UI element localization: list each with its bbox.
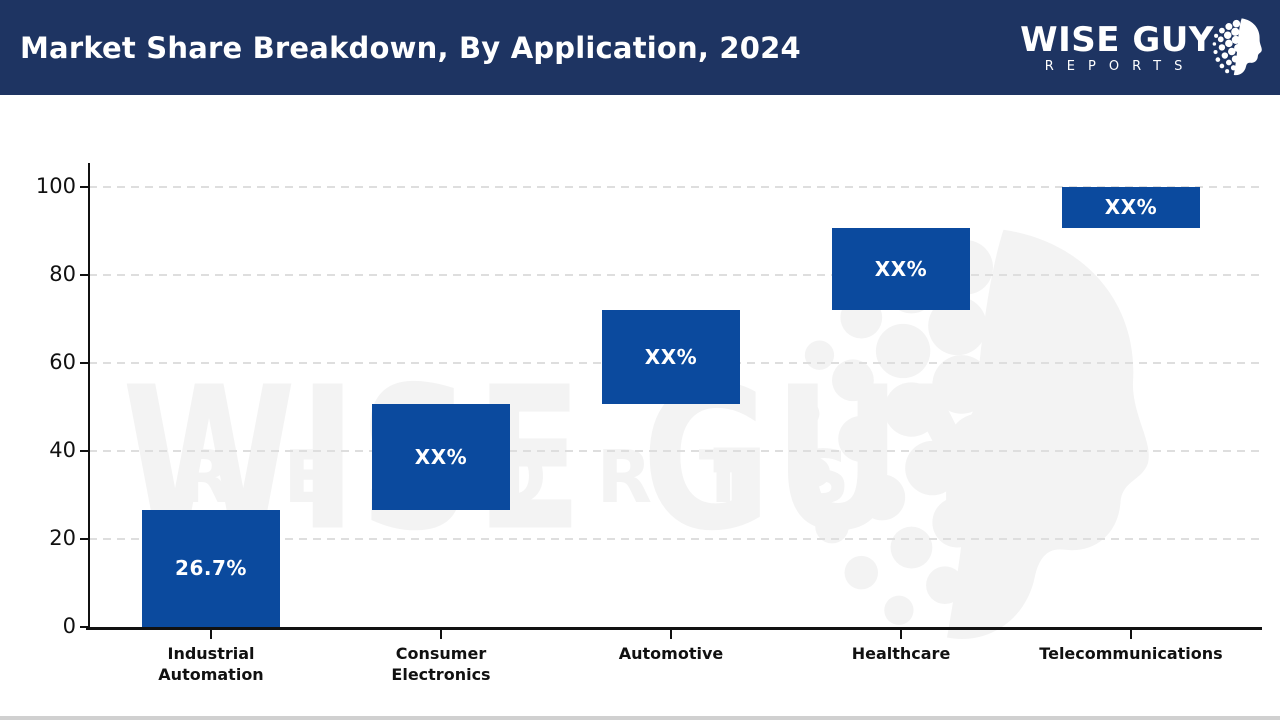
header-bar: Market Share Breakdown, By Application, … (0, 0, 1280, 95)
category-label-healthcare: Healthcare (781, 643, 1021, 664)
category-label-consumer-electronics: Consumer Electronics (321, 643, 561, 685)
chart-plot-area: WISE GUY REPORTS 26.7% XX% XX% XX% XX% 0 20 40 6… (0, 95, 1280, 716)
y-axis-line (88, 163, 90, 629)
x-tick-consumer-electronics (440, 630, 442, 639)
bar-consumer-electronics: XX% (372, 403, 510, 510)
y-tick-100 (80, 186, 88, 188)
category-label-line: Automation (158, 665, 264, 684)
y-tick-60 (80, 362, 88, 364)
logo-tagline-text: REPORTS (1044, 58, 1196, 74)
bar-automotive: XX% (602, 310, 740, 404)
category-label-automotive: Automotive (551, 643, 791, 664)
bar-value-label: XX% (1104, 195, 1158, 220)
y-tick-80 (80, 274, 88, 276)
x-tick-telecommunications (1130, 630, 1132, 639)
gridline-20 (89, 538, 1262, 540)
category-label-line: Telecommunications (1039, 644, 1223, 663)
bar-value-label: XX% (414, 444, 468, 469)
y-tick-0 (80, 626, 88, 628)
category-label-line: Automotive (618, 644, 724, 663)
wiseguy-logo: WISE GUY REPORTS (1020, 6, 1266, 90)
wiseguy-logo-head-icon (1212, 18, 1262, 76)
x-tick-industrial-automation (210, 630, 212, 639)
y-tick-label-40: 40 (49, 438, 76, 462)
x-tick-automotive (670, 630, 672, 639)
category-label-industrial-automation: Industrial Automation (91, 643, 331, 685)
category-label-line: Healthcare (851, 644, 951, 663)
logo-name-text: WISE GUY (1020, 19, 1214, 60)
gridline-40 (89, 450, 1262, 452)
category-label-line: Consumer (395, 644, 487, 663)
y-tick-label-0: 0 (62, 614, 76, 638)
watermark-head-icon (794, 229, 1149, 639)
bar-healthcare: XX% (832, 227, 970, 311)
bar-value-label: 26.7% (175, 556, 247, 581)
chart-title: Market Share Breakdown, By Application, … (20, 30, 801, 65)
y-tick-label-60: 60 (49, 350, 76, 374)
gridline-80 (89, 274, 1262, 276)
x-tick-healthcare (900, 630, 902, 639)
y-tick-20 (80, 538, 88, 540)
category-label-telecommunications: Telecommunications (1011, 643, 1251, 664)
category-label-line: Electronics (391, 665, 491, 684)
x-axis-line (86, 627, 1262, 630)
category-label-line: Industrial (167, 644, 255, 663)
bar-industrial-automation: 26.7% (142, 509, 280, 627)
bar-value-label: XX% (874, 257, 928, 282)
y-tick-40 (80, 450, 88, 452)
y-tick-label-100: 100 (35, 174, 76, 198)
bar-value-label: XX% (644, 345, 698, 370)
footer-edge-line (0, 716, 1280, 720)
logo-wordmark: WISE GUY REPORTS (1020, 22, 1214, 75)
y-tick-label-80: 80 (49, 262, 76, 286)
bar-telecommunications: XX% (1062, 187, 1200, 228)
y-tick-label-20: 20 (49, 526, 76, 550)
gridline-100 (89, 186, 1262, 188)
